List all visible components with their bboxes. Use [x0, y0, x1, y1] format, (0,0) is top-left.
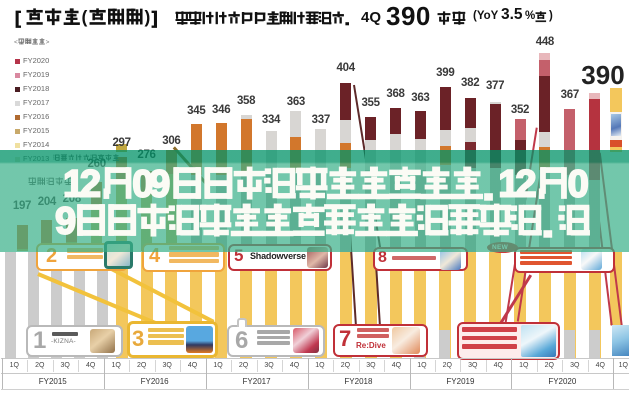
svg-text:(: (: [82, 8, 88, 27]
svg-text:[: [: [15, 8, 21, 28]
svg-text:>: >: [46, 39, 50, 45]
svg-text:): ): [145, 8, 151, 27]
svg-text:0: 0: [568, 166, 589, 205]
svg-text:09: 09: [132, 166, 170, 205]
svg-text:]: ]: [152, 8, 158, 28]
svg-text:9: 9: [55, 203, 76, 242]
svg-text:12: 12: [499, 166, 537, 205]
svg-text:12: 12: [63, 166, 101, 205]
svg-text:<: <: [14, 39, 18, 45]
